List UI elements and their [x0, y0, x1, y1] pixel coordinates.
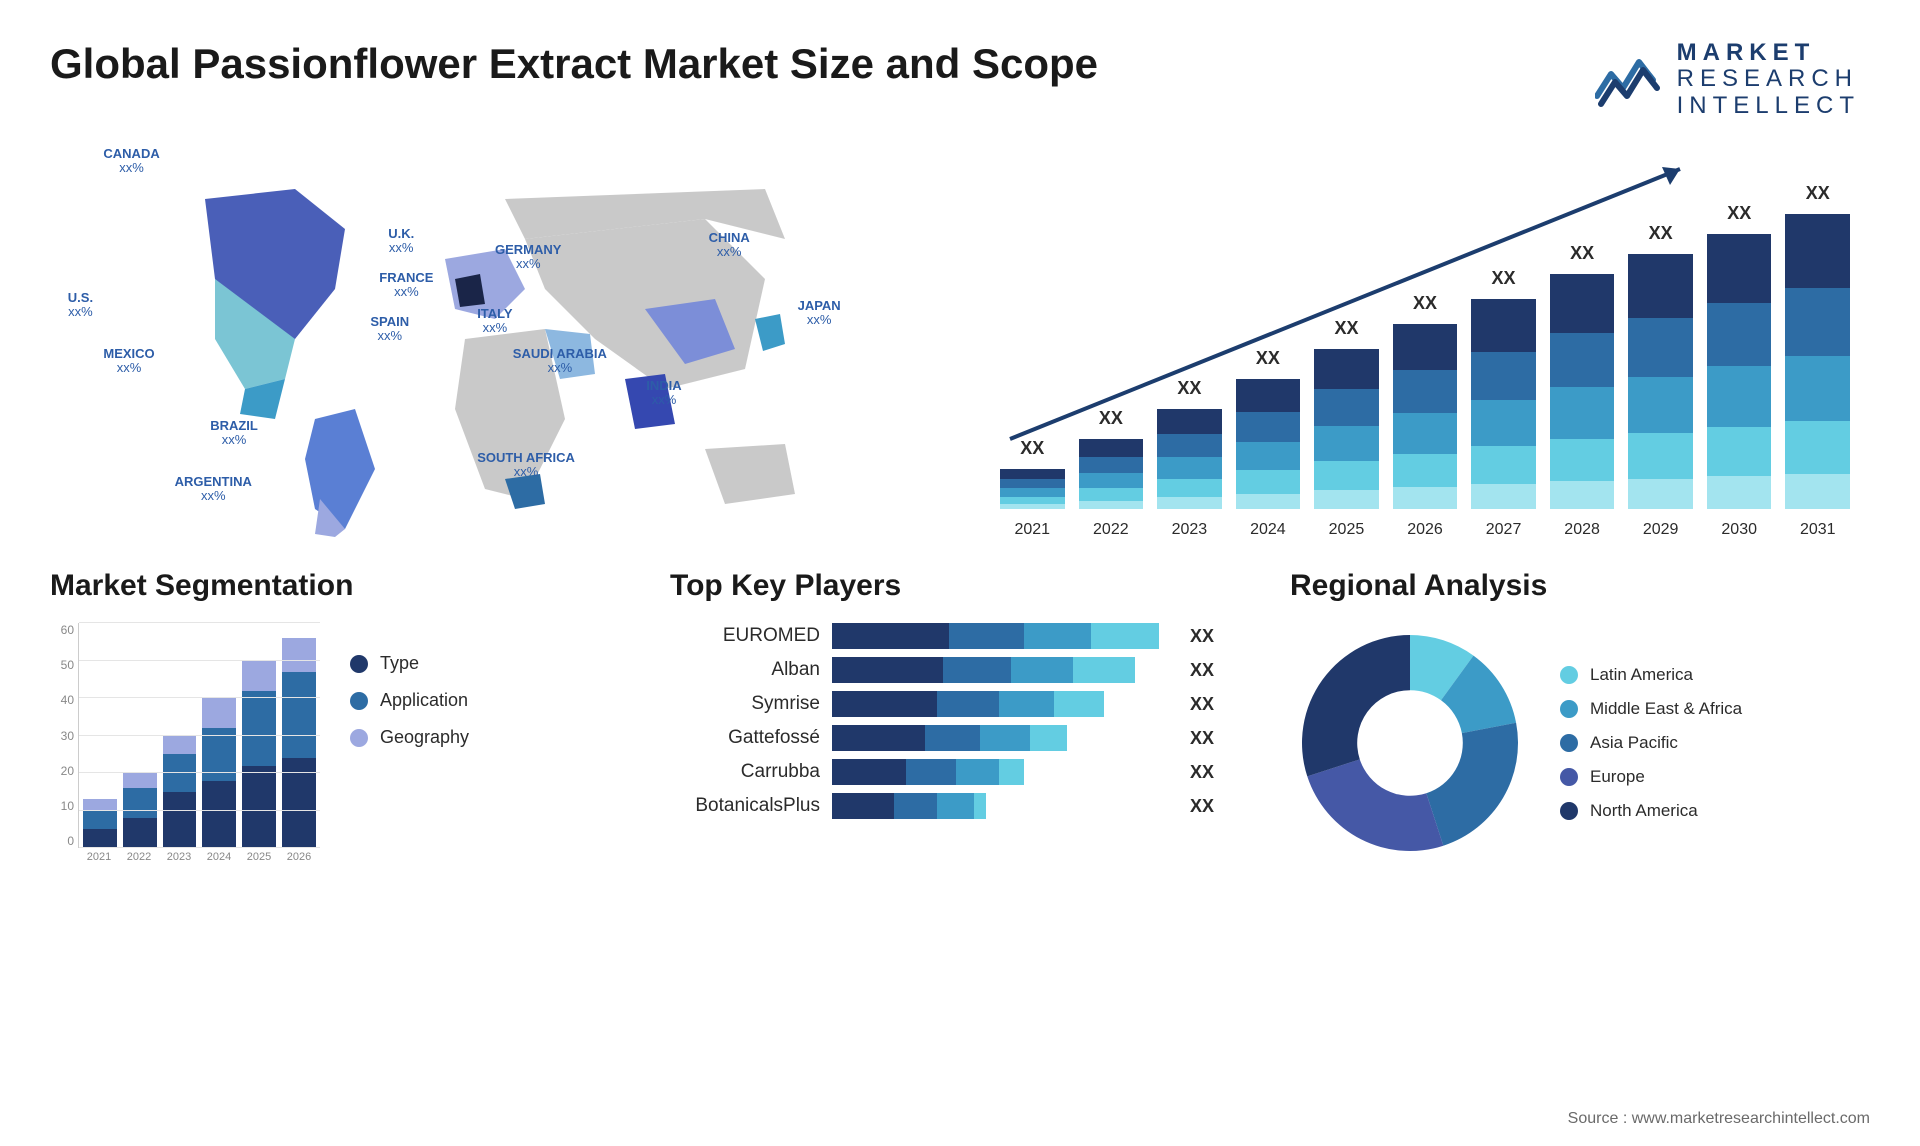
segmentation-bar [163, 623, 197, 848]
segmentation-title: Market Segmentation [50, 569, 630, 603]
segmentation-bar [242, 623, 276, 848]
legend-item: Asia Pacific [1560, 733, 1742, 753]
growth-year-label: 2025 [1314, 521, 1379, 539]
legend-item: Europe [1560, 767, 1742, 787]
page-title: Global Passionflower Extract Market Size… [50, 40, 1098, 88]
player-row: EUROMEDXX [670, 623, 1230, 649]
world-map-panel: CANADAxx% U.S.xx% MEXICOxx% BRAZILxx% ARGENT… [50, 139, 940, 539]
donut-segment [1426, 723, 1518, 846]
source-citation: Source : www.marketresearchintellect.com [1568, 1110, 1870, 1128]
logo-icon [1595, 52, 1665, 108]
logo-line1: MARKET [1677, 40, 1860, 66]
growth-bar: XX [1550, 243, 1615, 509]
growth-bar: XX [1707, 203, 1772, 509]
map-label: U.K.xx% [388, 227, 414, 256]
map-label: CANADAxx% [103, 147, 159, 176]
logo-line3: INTELLECT [1677, 93, 1860, 119]
growth-year-label: 2024 [1236, 521, 1301, 539]
player-row: BotanicalsPlusXX [670, 793, 1230, 819]
player-row: GattefosséXX [670, 725, 1230, 751]
map-label: JAPANxx% [798, 299, 841, 328]
player-row: SymriseXX [670, 691, 1230, 717]
segmentation-panel: Market Segmentation 6050403020100 202120… [50, 569, 630, 873]
players-panel: Top Key Players EUROMEDXX AlbanXX SymriseX… [670, 569, 1250, 873]
player-row: AlbanXX [670, 657, 1230, 683]
growth-bar: XX [1157, 378, 1222, 509]
map-label: CHINAxx% [709, 231, 750, 260]
growth-bar: XX [1314, 318, 1379, 509]
brand-logo: MARKET RESEARCH INTELLECT [1595, 40, 1860, 119]
player-row: CarrubbaXX [670, 759, 1230, 785]
growth-bar: XX [1079, 408, 1144, 509]
map-label: ITALYxx% [477, 307, 512, 336]
map-label: U.S.xx% [68, 291, 93, 320]
segmentation-bar [202, 623, 236, 848]
growth-bar: XX [1236, 348, 1301, 509]
donut-segment [1307, 759, 1443, 851]
legend-item: Application [350, 690, 469, 711]
legend-item: Type [350, 653, 469, 674]
growth-year-label: 2030 [1707, 521, 1772, 539]
map-label: SPAINxx% [370, 315, 409, 344]
growth-chart-panel: XXXXXXXXXXXXXXXXXXXXXX 20212022202320242… [980, 139, 1870, 539]
growth-bar: XX [1393, 293, 1458, 509]
map-label: MEXICOxx% [103, 347, 154, 376]
segmentation-legend: Type Application Geography [350, 623, 469, 873]
segmentation-bar [83, 623, 117, 848]
growth-year-label: 2021 [1000, 521, 1065, 539]
growth-year-label: 2031 [1785, 521, 1850, 539]
map-label: INDIAxx% [646, 379, 681, 408]
legend-item: Geography [350, 727, 469, 748]
legend-item: Middle East & Africa [1560, 699, 1742, 719]
map-label: FRANCExx% [379, 271, 433, 300]
legend-item: Latin America [1560, 665, 1742, 685]
segmentation-bar [282, 623, 316, 848]
donut-segment [1302, 635, 1410, 776]
legend-item: North America [1560, 801, 1742, 821]
regional-panel: Regional Analysis Latin America Middle Ea… [1290, 569, 1870, 873]
growth-year-label: 2026 [1393, 521, 1458, 539]
growth-bar: XX [1785, 183, 1850, 509]
growth-year-label: 2028 [1550, 521, 1615, 539]
regional-legend: Latin America Middle East & Africa Asia Pa… [1560, 665, 1742, 821]
segmentation-chart: 6050403020100 202120222023202420252026 [50, 623, 320, 873]
growth-year-label: 2023 [1157, 521, 1222, 539]
growth-bar: XX [1628, 223, 1693, 509]
map-label: SAUDI ARABIAxx% [513, 347, 607, 376]
regional-donut [1290, 623, 1530, 863]
players-title: Top Key Players [670, 569, 1250, 603]
regional-title: Regional Analysis [1290, 569, 1870, 603]
growth-bar: XX [1000, 438, 1065, 509]
growth-year-label: 2029 [1628, 521, 1693, 539]
map-label: SOUTH AFRICAxx% [477, 451, 575, 480]
growth-bar: XX [1471, 268, 1536, 509]
map-label: GERMANYxx% [495, 243, 561, 272]
growth-year-label: 2027 [1471, 521, 1536, 539]
map-label: BRAZILxx% [210, 419, 258, 448]
logo-line2: RESEARCH [1677, 66, 1860, 92]
segmentation-bar [123, 623, 157, 848]
growth-year-label: 2022 [1079, 521, 1144, 539]
map-label: ARGENTINAxx% [175, 475, 252, 504]
